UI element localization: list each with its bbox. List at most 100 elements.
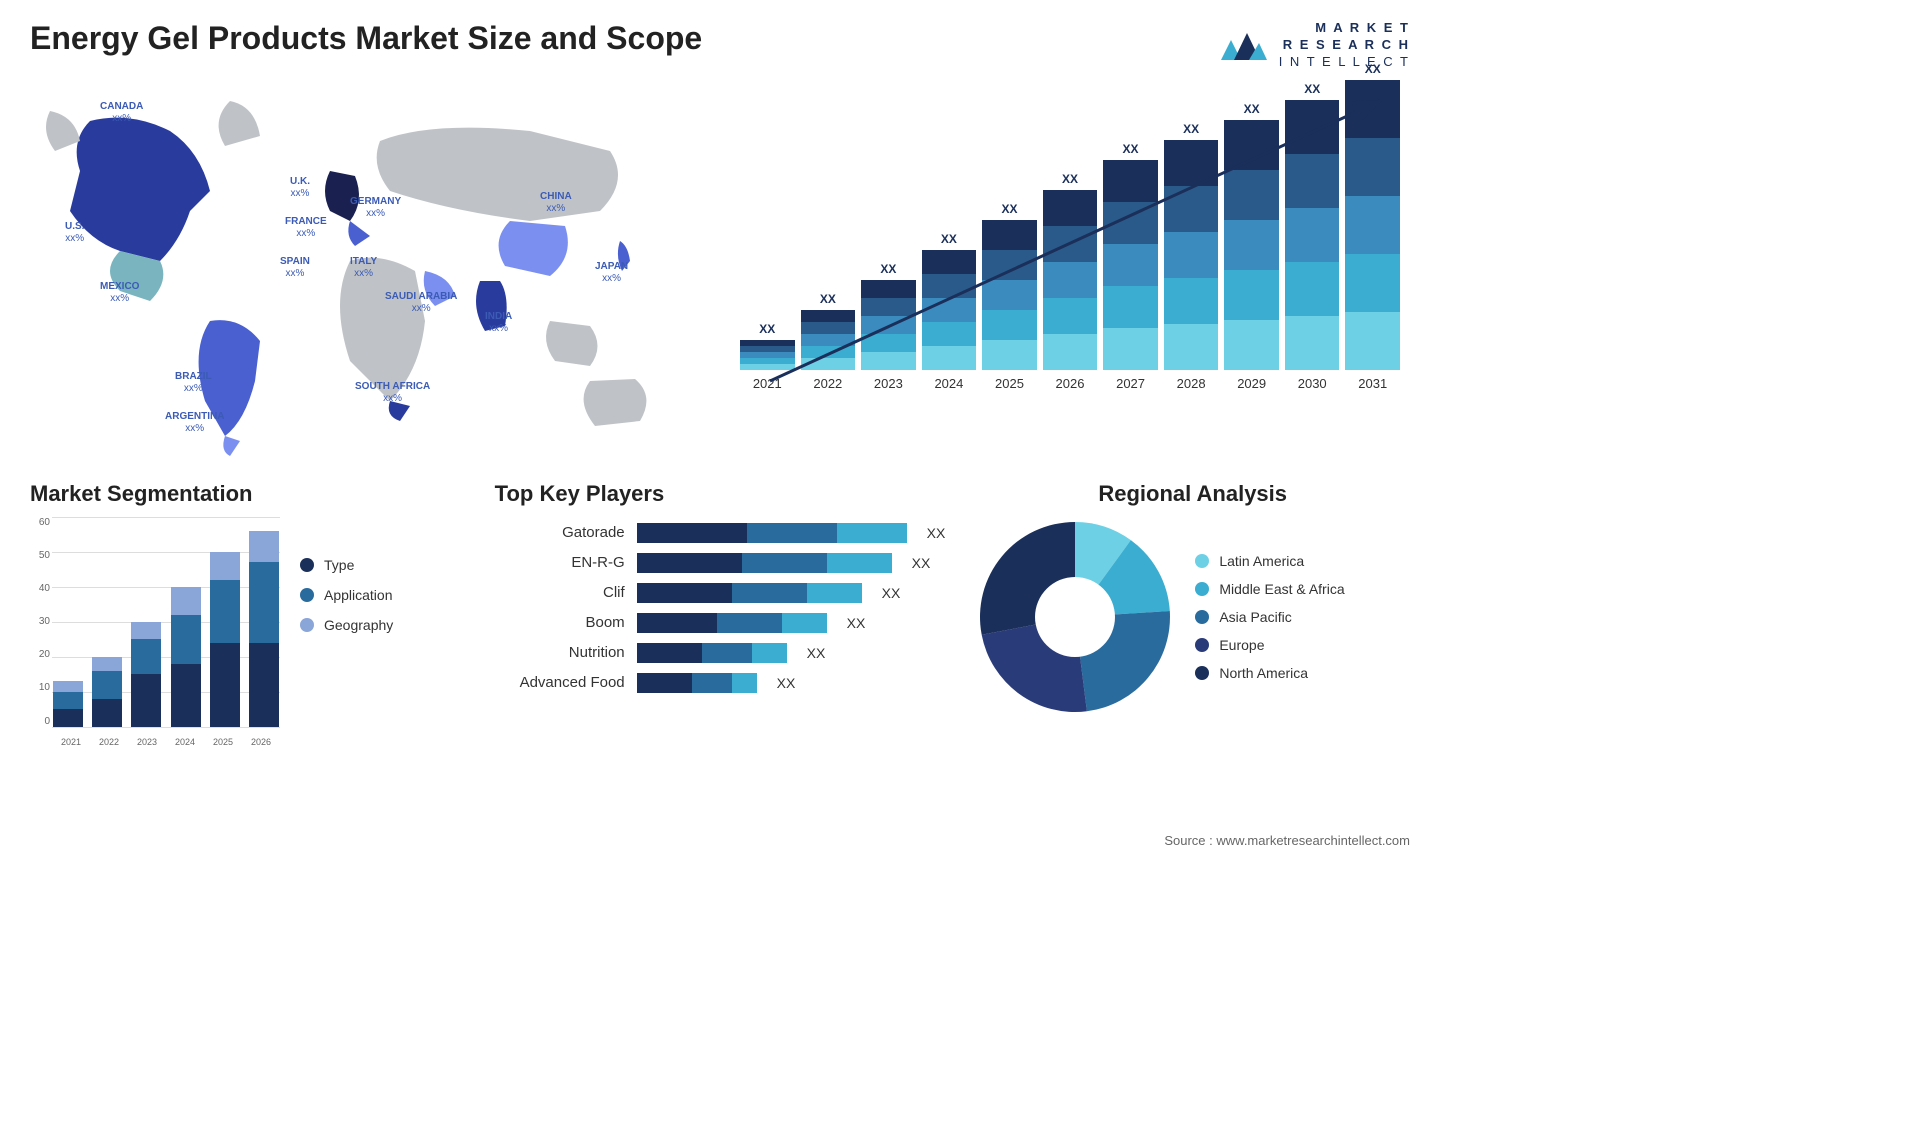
growth-year-label: 2030 bbox=[1298, 376, 1327, 391]
map-label: ITALYxx% bbox=[350, 256, 377, 280]
seg-ytick: 60 bbox=[30, 517, 50, 528]
growth-bar-label: XX bbox=[1183, 122, 1199, 136]
kp-bar-segment bbox=[637, 643, 702, 663]
seg-ytick: 20 bbox=[30, 649, 50, 660]
kp-bar-segment bbox=[702, 643, 752, 663]
seg-bar bbox=[210, 552, 240, 727]
legend-dot bbox=[300, 558, 314, 572]
growth-bar-segment bbox=[861, 298, 916, 316]
map-label: SPAINxx% bbox=[280, 256, 310, 280]
kp-row: ClifXX bbox=[495, 583, 946, 603]
growth-bar-label: XX bbox=[1244, 102, 1260, 116]
legend-label: Europe bbox=[1219, 637, 1264, 653]
growth-bar-segment bbox=[922, 322, 977, 346]
seg-bar-segment bbox=[92, 657, 122, 671]
growth-year-label: 2026 bbox=[1056, 376, 1085, 391]
legend-dot bbox=[1195, 638, 1209, 652]
seg-bar-segment bbox=[210, 643, 240, 727]
growth-bar-label: XX bbox=[880, 262, 896, 276]
segmentation-panel: Market Segmentation 6050403020100 202120… bbox=[30, 481, 465, 761]
kp-bar-segment bbox=[637, 673, 692, 693]
map-label: GERMANYxx% bbox=[350, 196, 401, 220]
growth-bar-segment bbox=[1285, 100, 1340, 154]
ra-legend-item: Middle East & Africa bbox=[1195, 581, 1344, 597]
kp-bar-segment bbox=[752, 643, 787, 663]
growth-bar-segment bbox=[1224, 220, 1279, 270]
growth-year-label: 2027 bbox=[1116, 376, 1145, 391]
kp-bar-segment bbox=[732, 583, 807, 603]
page-title: Energy Gel Products Market Size and Scop… bbox=[30, 20, 702, 57]
map-label: U.K.xx% bbox=[290, 176, 310, 200]
legend-dot bbox=[300, 618, 314, 632]
seg-bar-segment bbox=[171, 587, 201, 615]
kp-name: Advanced Food bbox=[495, 674, 625, 691]
growth-bar-segment bbox=[922, 250, 977, 274]
kp-name: Gatorade bbox=[495, 524, 625, 541]
logo-line2: R E S E A R C H bbox=[1279, 37, 1410, 54]
growth-bar-segment bbox=[1103, 244, 1158, 286]
seg-bar-segment bbox=[92, 699, 122, 727]
kp-bar bbox=[637, 583, 862, 603]
growth-bar-label: XX bbox=[1001, 202, 1017, 216]
growth-year-label: 2023 bbox=[874, 376, 903, 391]
growth-bar-segment bbox=[922, 346, 977, 370]
growth-bar-segment bbox=[1164, 278, 1219, 324]
kp-name: EN-R-G bbox=[495, 554, 625, 571]
legend-dot bbox=[1195, 582, 1209, 596]
ra-legend-item: Europe bbox=[1195, 637, 1344, 653]
growth-bar-label: XX bbox=[1365, 62, 1381, 76]
growth-bar-segment bbox=[801, 358, 856, 370]
kp-name: Boom bbox=[495, 614, 625, 631]
seg-legend-item: Type bbox=[300, 557, 393, 573]
growth-bar-segment bbox=[982, 250, 1037, 280]
ra-legend-item: Asia Pacific bbox=[1195, 609, 1344, 625]
growth-bar-segment bbox=[922, 298, 977, 322]
growth-bar-segment bbox=[861, 316, 916, 334]
seg-legend-item: Application bbox=[300, 587, 393, 603]
growth-bar-segment bbox=[1043, 262, 1098, 298]
key-players-panel: Top Key Players GatoradeXXEN-R-GXXClifXX… bbox=[495, 481, 946, 761]
growth-bar-segment bbox=[1285, 208, 1340, 262]
legend-label: Latin America bbox=[1219, 553, 1304, 569]
legend-dot bbox=[300, 588, 314, 602]
growth-bar-segment bbox=[1224, 170, 1279, 220]
growth-bar: XX 2023 bbox=[861, 262, 916, 391]
growth-bar-segment bbox=[861, 352, 916, 370]
map-label: FRANCExx% bbox=[285, 216, 327, 240]
seg-bar bbox=[53, 681, 83, 727]
legend-label: Type bbox=[324, 557, 354, 573]
kp-bar-segment bbox=[717, 613, 782, 633]
seg-xtick: 2021 bbox=[61, 737, 81, 747]
growth-bar-segment bbox=[1285, 262, 1340, 316]
segmentation-title: Market Segmentation bbox=[30, 481, 465, 507]
growth-bar-segment bbox=[1224, 270, 1279, 320]
growth-year-label: 2031 bbox=[1358, 376, 1387, 391]
seg-xtick: 2024 bbox=[175, 737, 195, 747]
kp-bar-segment bbox=[827, 553, 892, 573]
legend-label: North America bbox=[1219, 665, 1308, 681]
growth-year-label: 2024 bbox=[934, 376, 963, 391]
map-label: INDIAxx% bbox=[485, 311, 512, 335]
key-players-title: Top Key Players bbox=[495, 481, 946, 507]
growth-bar-segment bbox=[1164, 324, 1219, 370]
growth-bar: XX2029 bbox=[1224, 102, 1279, 391]
growth-bar-segment bbox=[861, 280, 916, 298]
legend-label: Application bbox=[324, 587, 393, 603]
legend-dot bbox=[1195, 666, 1209, 680]
growth-bar-segment bbox=[1103, 286, 1158, 328]
regional-legend: Latin America Middle East & Africa Asia Pa… bbox=[1195, 553, 1344, 681]
growth-bar-segment bbox=[861, 334, 916, 352]
ra-legend-item: North America bbox=[1195, 665, 1344, 681]
seg-bar-segment bbox=[249, 562, 279, 643]
growth-bar-segment bbox=[801, 346, 856, 358]
kp-bar bbox=[637, 553, 892, 573]
seg-bar-segment bbox=[53, 681, 83, 692]
seg-bar bbox=[171, 587, 201, 727]
map-label: U.S.xx% bbox=[65, 221, 84, 245]
growth-year-label: 2025 bbox=[995, 376, 1024, 391]
kp-name: Nutrition bbox=[495, 644, 625, 661]
growth-year-label: 2028 bbox=[1177, 376, 1206, 391]
growth-bar-label: XX bbox=[759, 322, 775, 336]
growth-bar-label: XX bbox=[1304, 82, 1320, 96]
seg-bar-segment bbox=[53, 692, 83, 710]
